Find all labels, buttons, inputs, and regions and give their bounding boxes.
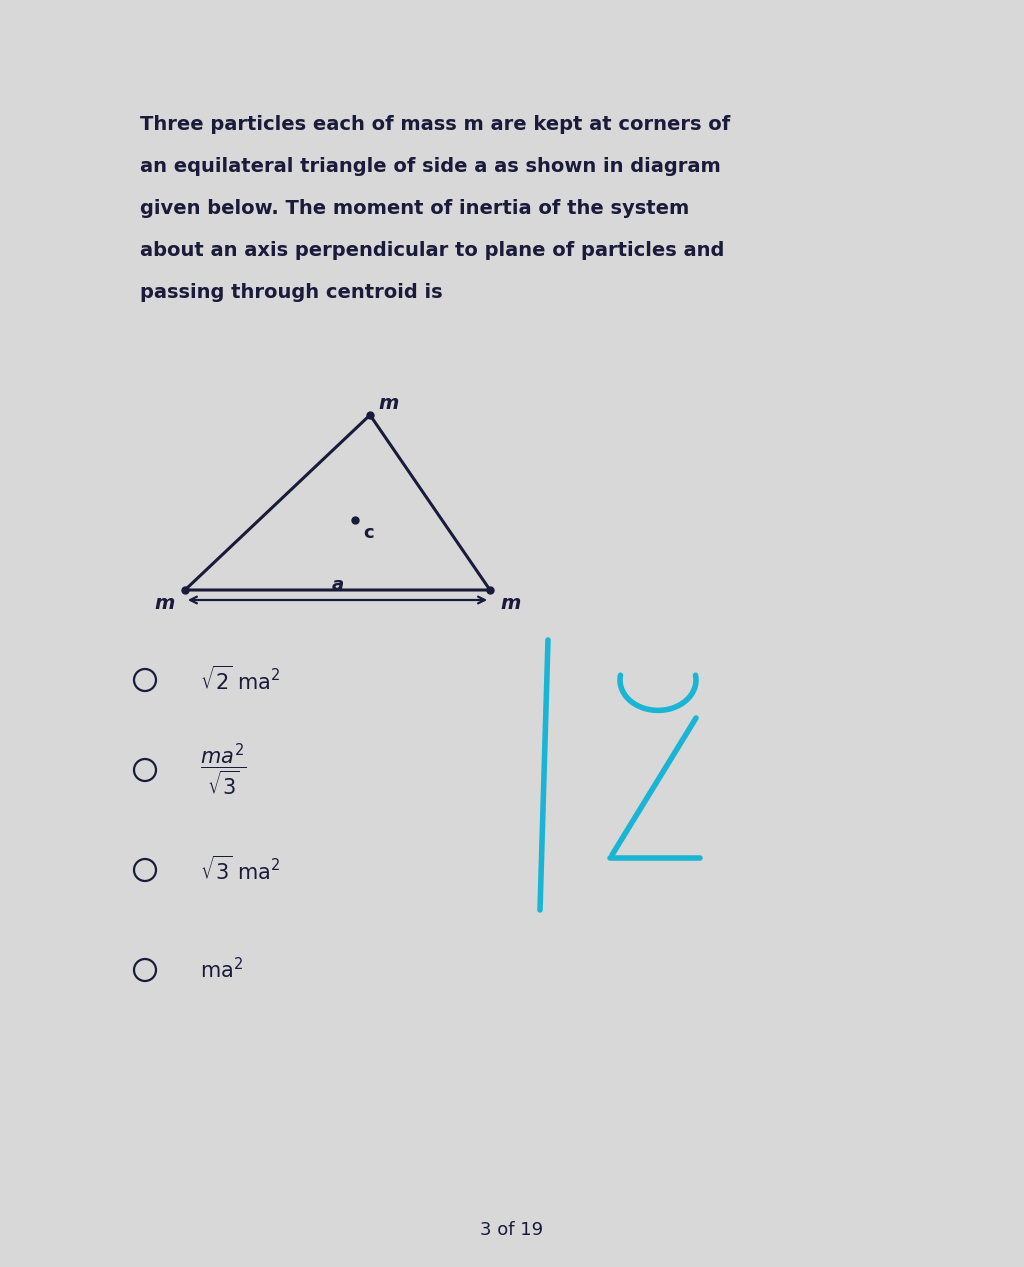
Text: m: m — [155, 594, 175, 613]
Text: about an axis perpendicular to plane of particles and: about an axis perpendicular to plane of … — [140, 241, 724, 260]
Text: $\sqrt{3}$ ma$^{2}$: $\sqrt{3}$ ma$^{2}$ — [200, 855, 281, 884]
Text: $\dfrac{ma^{2}}{\sqrt{3}}$: $\dfrac{ma^{2}}{\sqrt{3}}$ — [200, 742, 246, 798]
Text: m: m — [378, 394, 398, 413]
Text: $\sqrt{2}$ ma$^{2}$: $\sqrt{2}$ ma$^{2}$ — [200, 666, 281, 694]
Text: Three particles each of mass m are kept at corners of: Three particles each of mass m are kept … — [140, 115, 730, 134]
Text: ma$^{2}$: ma$^{2}$ — [200, 958, 244, 983]
Text: 3 of 19: 3 of 19 — [480, 1221, 544, 1239]
Text: an equilateral triangle of side a as shown in diagram: an equilateral triangle of side a as sho… — [140, 157, 721, 176]
Text: a: a — [332, 576, 344, 594]
Text: m: m — [500, 594, 520, 613]
Text: c: c — [362, 525, 374, 542]
Text: passing through centroid is: passing through centroid is — [140, 283, 442, 302]
Text: given below. The moment of inertia of the system: given below. The moment of inertia of th… — [140, 199, 689, 218]
